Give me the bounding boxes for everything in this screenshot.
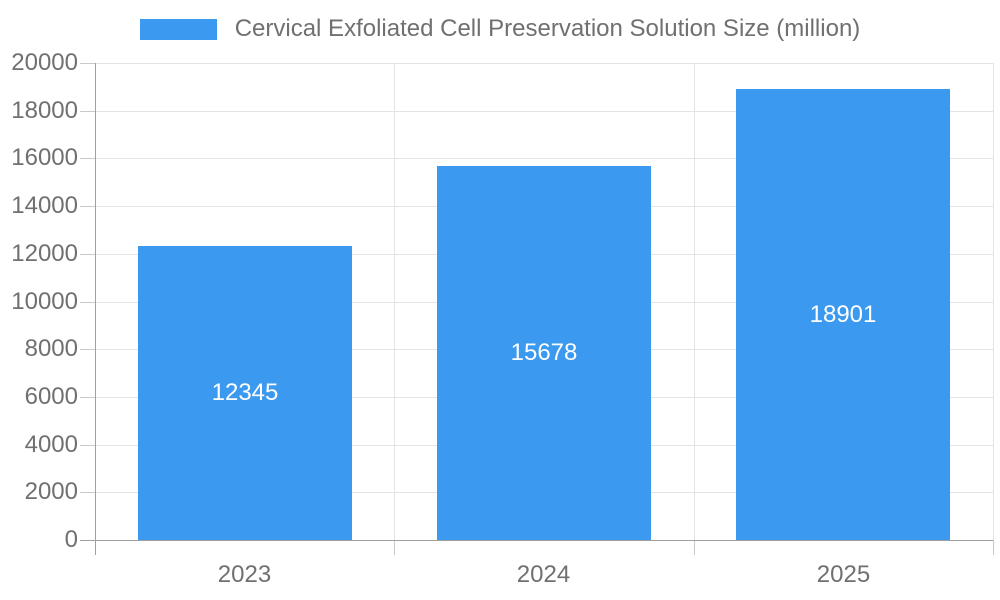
y-tick-label: 6000 bbox=[24, 383, 78, 410]
y-tick-label: 16000 bbox=[11, 144, 78, 171]
y-tick-label: 20000 bbox=[11, 49, 78, 76]
gridline-vertical bbox=[694, 63, 695, 540]
y-axis-tick bbox=[80, 254, 95, 255]
y-tick-label: 18000 bbox=[11, 97, 78, 124]
x-tick-label-2023: 2023 bbox=[217, 561, 272, 588]
y-tick-label: 4000 bbox=[24, 431, 78, 458]
y-axis-tick bbox=[80, 158, 95, 159]
y-axis-tick bbox=[80, 492, 95, 493]
x-axis-tick bbox=[694, 540, 695, 555]
bar-2025[interactable]: 18901 bbox=[736, 89, 950, 540]
bar-value-label: 12345 bbox=[211, 379, 279, 406]
y-axis-tick bbox=[80, 302, 95, 303]
gridline-horizontal bbox=[95, 63, 993, 64]
y-axis-tick bbox=[80, 349, 95, 350]
gridline-vertical bbox=[993, 63, 994, 540]
bar-2023[interactable]: 12345 bbox=[138, 246, 352, 540]
y-tick-label: 12000 bbox=[11, 240, 78, 267]
legend[interactable]: Cervical Exfoliated Cell Preservation So… bbox=[0, 15, 1000, 43]
y-axis-tick bbox=[80, 63, 95, 64]
x-axis-tick bbox=[394, 540, 395, 555]
y-tick-label: 14000 bbox=[11, 192, 78, 219]
y-tick-label: 2000 bbox=[24, 478, 78, 505]
gridline-horizontal bbox=[95, 111, 993, 112]
bar-value-label: 18901 bbox=[809, 300, 877, 328]
y-tick-label: 0 bbox=[64, 526, 78, 553]
y-axis-tick bbox=[80, 397, 95, 398]
y-axis-tick bbox=[80, 445, 95, 446]
gridline-vertical bbox=[394, 63, 395, 540]
x-axis-tick bbox=[993, 540, 994, 555]
y-axis-line bbox=[95, 63, 96, 555]
legend-swatch bbox=[139, 18, 217, 40]
bar-value-label: 15678 bbox=[510, 339, 578, 366]
legend-label: Cervical Exfoliated Cell Preservation So… bbox=[234, 15, 861, 42]
y-axis-tick bbox=[80, 111, 95, 112]
x-tick-label-2024: 2024 bbox=[516, 561, 571, 588]
x-tick-label-2025: 2025 bbox=[816, 561, 871, 588]
gridline-horizontal bbox=[95, 158, 993, 159]
x-axis-line bbox=[80, 540, 993, 541]
y-tick-label: 10000 bbox=[11, 288, 78, 315]
y-axis-tick bbox=[80, 206, 95, 207]
y-tick-label: 8000 bbox=[24, 335, 78, 362]
bar-2024[interactable]: 15678 bbox=[437, 166, 651, 540]
